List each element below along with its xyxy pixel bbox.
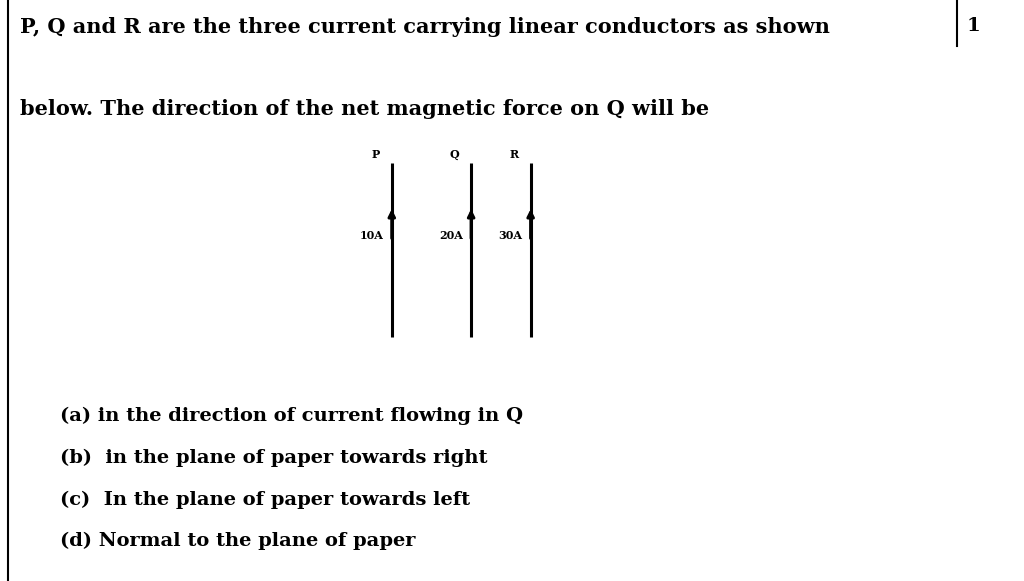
Text: (a) in the direction of current flowing in Q: (a) in the direction of current flowing … (59, 407, 522, 425)
Text: 1: 1 (967, 17, 981, 35)
Text: R: R (510, 149, 519, 160)
Text: P: P (372, 149, 380, 160)
Text: P, Q and R are the three current carrying linear conductors as shown: P, Q and R are the three current carryin… (19, 17, 829, 37)
Text: 10A: 10A (360, 230, 384, 241)
Text: (c)  In the plane of paper towards left: (c) In the plane of paper towards left (59, 490, 470, 508)
Text: (d) Normal to the plane of paper: (d) Normal to the plane of paper (59, 532, 415, 550)
Text: 30A: 30A (499, 230, 522, 241)
Text: Q: Q (450, 149, 459, 160)
Text: (b)  in the plane of paper towards right: (b) in the plane of paper towards right (59, 449, 487, 467)
Text: below. The direction of the net magnetic force on Q will be: below. The direction of the net magnetic… (19, 99, 709, 119)
Text: 20A: 20A (439, 230, 463, 241)
